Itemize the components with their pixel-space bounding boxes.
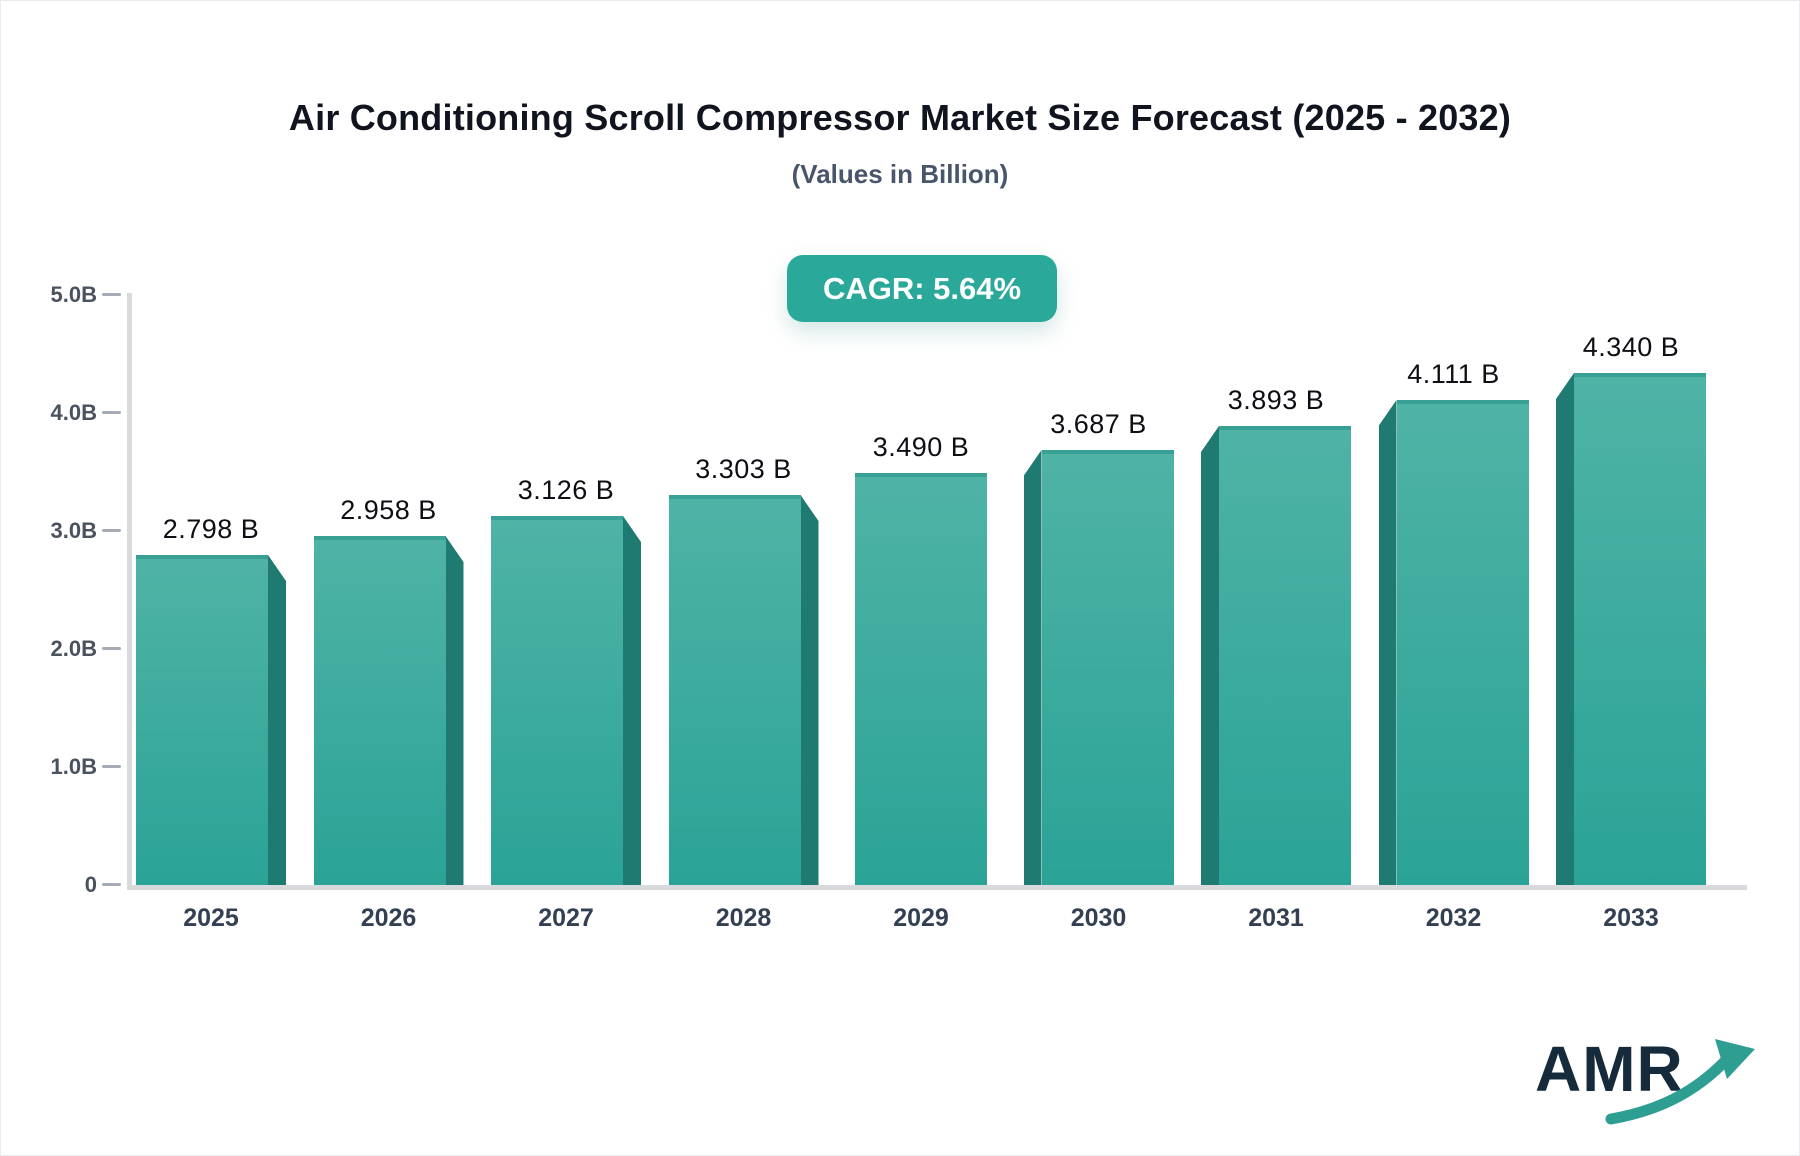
bar-value-label: 4.111 B [1407,359,1500,389]
bar-side-2031 [1201,426,1219,889]
bar-side-2025 [268,555,286,889]
bar-face-2025[interactable] [136,555,268,885]
bar-face-2033[interactable] [1574,373,1706,885]
y-tick-mark [102,411,121,414]
bar-face-2026[interactable] [313,536,446,885]
amr-logo-text: AMR [1535,1033,1684,1105]
x-axis-line [127,885,1747,890]
bar-value-label: 2.798 B [162,514,260,544]
x-axis-label-2031: 2031 [1248,904,1304,932]
y-tick-mark [102,293,121,296]
y-axis-line [127,293,132,890]
x-axis-label-2025: 2025 [183,904,239,932]
x-axis-label-2033: 2033 [1603,904,1659,932]
y-tick-label: 4.0B [50,400,97,425]
y-tick-mark [102,765,121,768]
bar-value-label: 3.126 B [517,475,615,505]
growth-arrow-icon [1605,1039,1755,1125]
y-tick-label: 5.0B [50,282,97,307]
x-axis-label-2030: 2030 [1070,904,1127,932]
chart-title: Air Conditioning Scroll Compressor Marke… [288,97,1512,138]
y-tick-mark [102,647,121,650]
bar-face-2031[interactable] [1219,426,1351,885]
amr-logo[interactable]: AMR [1521,1023,1781,1133]
bar-face-2029[interactable] [855,473,987,885]
x-axis-label-2029: 2029 [893,904,949,932]
x-axis-label-2026: 2026 [360,904,417,932]
cagr-badge: CAGR: 5.64% [787,255,1057,322]
y-tick-label: 3.0B [50,518,97,543]
x-axis-label-2028: 2028 [715,904,772,932]
bar-value-label: 4.340 B [1582,332,1680,362]
bar-value-label: 2.958 B [340,495,437,525]
y-tick-label: 2.0B [50,636,97,661]
bar-face-2027[interactable] [491,516,623,885]
bar-side-2032 [1378,400,1397,889]
bar-value-label: 3.687 B [1050,409,1147,439]
y-tick-mark [102,883,121,886]
bar-side-2028 [800,495,819,889]
bar-face-2032[interactable] [1396,400,1529,885]
y-tick-label: 1.0B [50,754,97,779]
x-axis-label-2032: 2032 [1425,904,1482,932]
bar-side-2027 [623,516,641,889]
bar-value-label: 3.303 B [695,454,792,484]
bar-face-2028[interactable] [668,495,801,885]
bar-side-2030 [1023,450,1042,889]
x-axis-label-2027: 2027 [538,904,594,932]
chart-subtitle: (Values in Billion) [791,159,1009,189]
bar-value-label: 3.490 B [872,432,970,462]
bar-value-label: 3.893 B [1227,385,1325,415]
bar-face-2030[interactable] [1041,450,1174,885]
y-tick-mark [102,529,121,532]
y-tick-label: 0 [84,872,97,897]
bar-side-2026 [445,536,464,889]
bar-side-2033 [1556,373,1574,889]
